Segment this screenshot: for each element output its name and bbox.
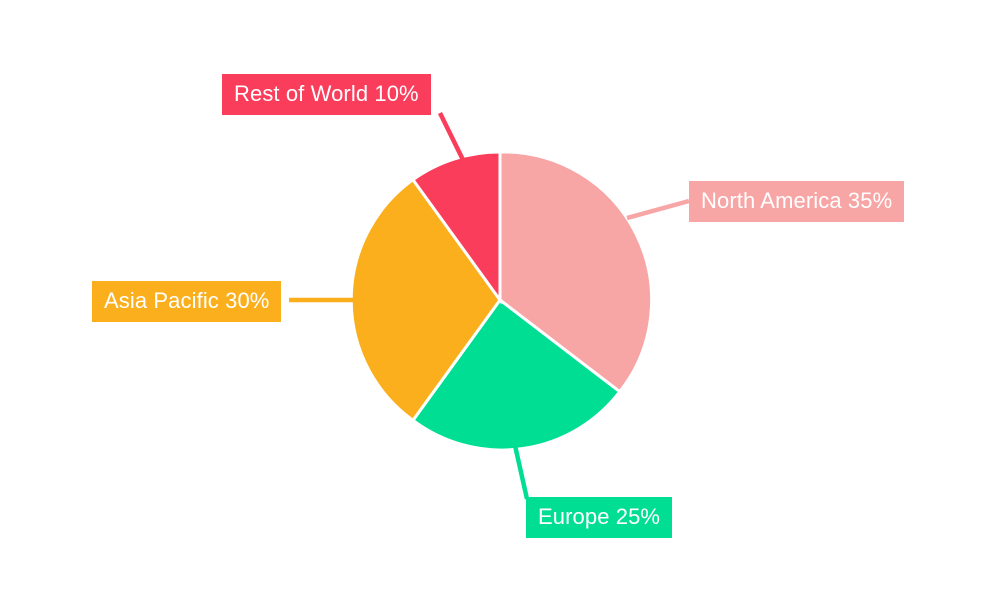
pie-wedges xyxy=(349,150,654,452)
leader-line-north-america xyxy=(626,198,690,221)
pie-leader-lines xyxy=(289,112,690,500)
pie-label-north-america[interactable]: North America 35% xyxy=(689,181,905,222)
pie-wedge-north-america[interactable] xyxy=(498,150,654,394)
pie-wedge-rest-of-world[interactable] xyxy=(410,150,502,305)
pie-label-rest-of-world[interactable]: Rest of World 10% xyxy=(222,74,431,115)
pie-wedge-europe[interactable] xyxy=(410,297,622,452)
pie-label-europe-text: Europe 25% xyxy=(538,504,661,529)
pie-label-north-america-text: North America 35% xyxy=(701,188,893,213)
leader-line-rest-of-world xyxy=(437,112,469,167)
leader-line-europe xyxy=(511,440,530,500)
pie-label-asia-pacific-text: Asia Pacific 30% xyxy=(104,288,270,313)
pie-label-europe[interactable]: Europe 25% xyxy=(526,497,673,538)
pie-label-asia-pacific[interactable]: Asia Pacific 30% xyxy=(92,281,282,322)
pie-label-rest-of-world-text: Rest of World 10% xyxy=(234,81,419,106)
